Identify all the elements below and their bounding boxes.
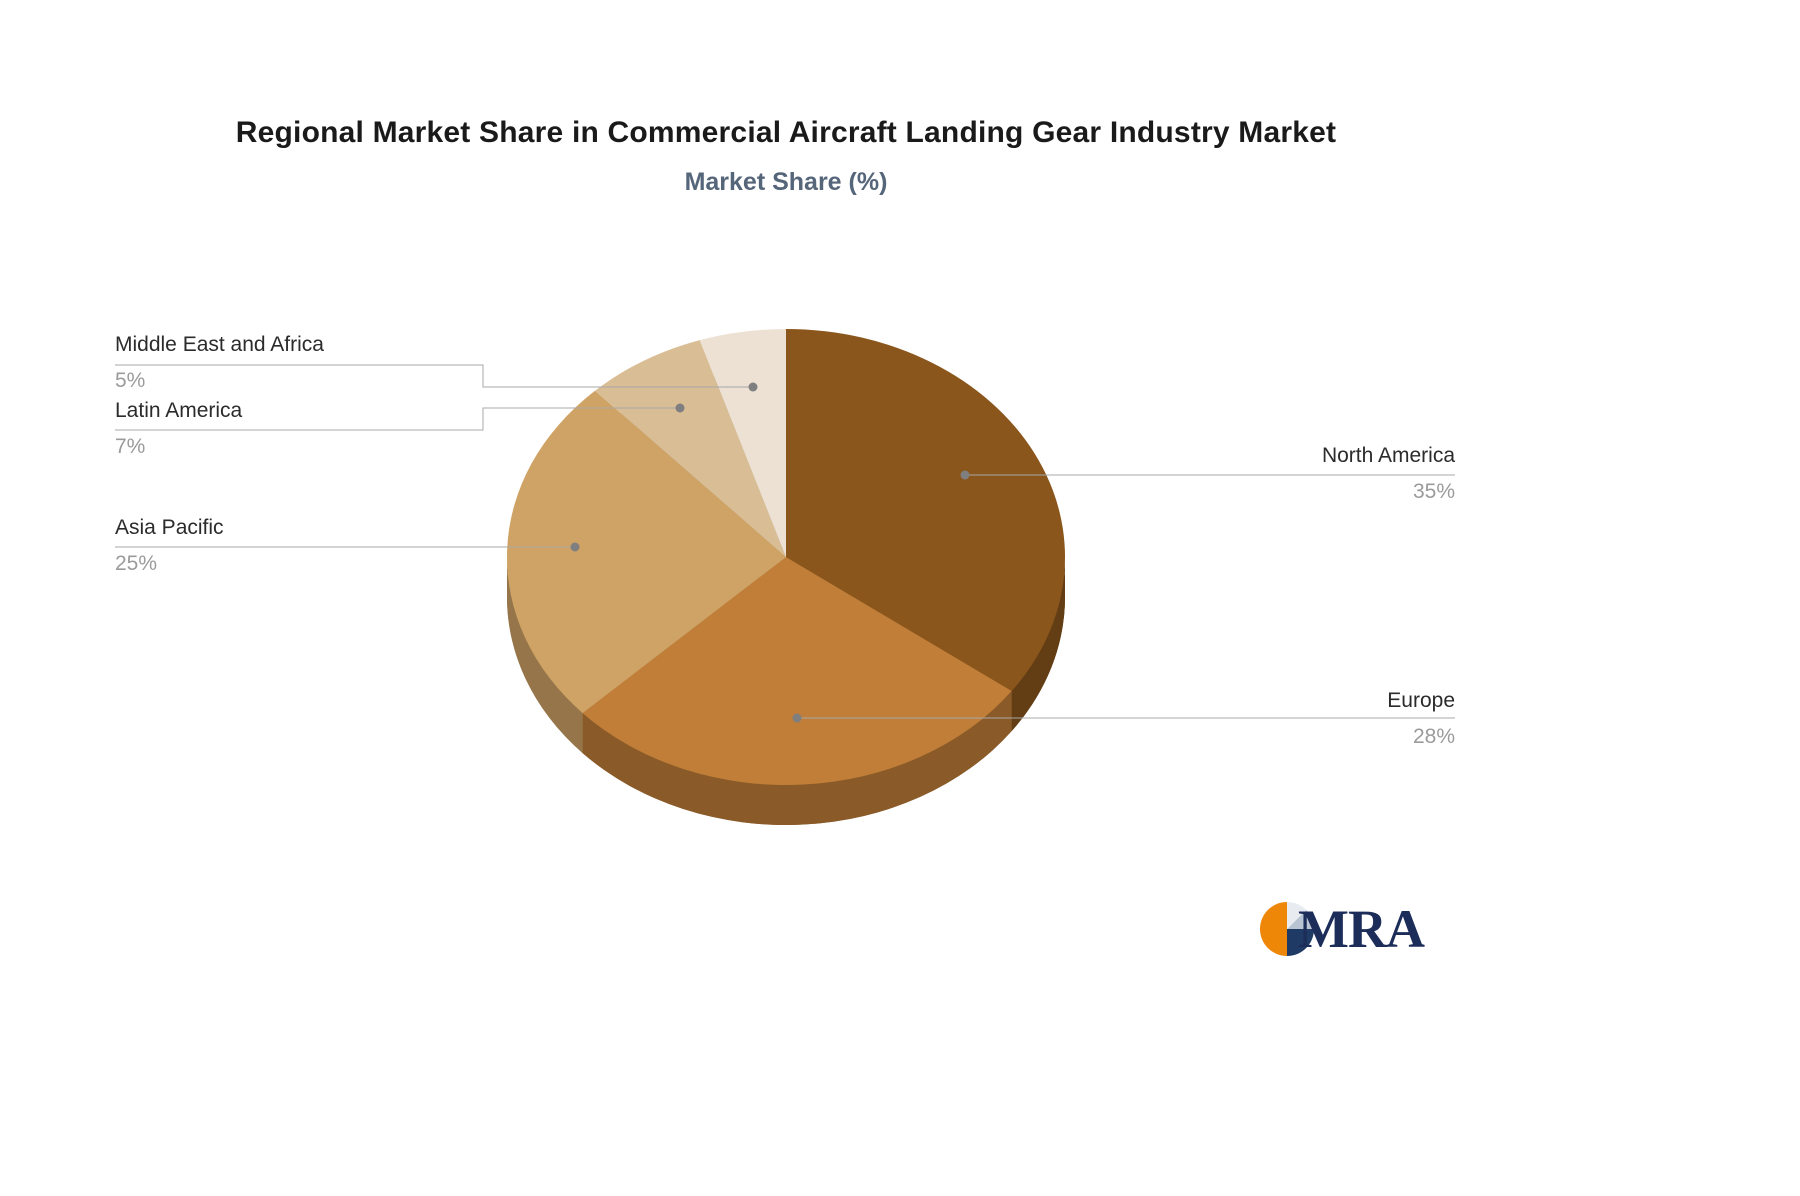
- leader-dot-asia-pacific: [570, 542, 580, 552]
- pie-slice-side-north-america: [1011, 557, 1065, 732]
- slice-value-latin-america: 7%: [115, 435, 146, 458]
- slice-label-middle-east-and-africa: Middle East and Africa: [115, 333, 324, 356]
- slice-value-asia-pacific: 25%: [115, 552, 158, 575]
- callout-middle-east-and-africa: Middle East and Africa 5%: [115, 334, 324, 391]
- slice-label-asia-pacific: Asia Pacific: [115, 516, 224, 539]
- callout-europe: Europe 28%: [1387, 690, 1455, 747]
- slice-value-middle-east-and-africa: 5%: [115, 369, 146, 392]
- slice-label-europe: Europe: [1387, 689, 1455, 712]
- leader-line-latin-america: [115, 407, 680, 431]
- mra-logo-pie-icon: [1260, 902, 1314, 956]
- callout-latin-america: Latin America 7%: [115, 400, 242, 457]
- leader-dot-latin-america: [675, 403, 685, 413]
- slice-label-latin-america: Latin America: [115, 399, 243, 422]
- leader-line-middle-east-and-africa: [115, 364, 753, 388]
- slice-value-europe: 28%: [1412, 725, 1455, 748]
- leader-dot-europe: [792, 713, 802, 723]
- chart-title: Regional Market Share in Commercial Airc…: [235, 116, 1337, 149]
- pie-slice-side-europe: [582, 691, 1012, 826]
- mra-logo-text: MRA: [1298, 899, 1425, 959]
- pie-slice-side-asia-pacific: [507, 557, 583, 754]
- pie-slice-asia-pacific: [507, 390, 786, 714]
- pie-slice-north-america: [786, 329, 1066, 692]
- pie-slice-europe: [582, 557, 1012, 786]
- slice-value-north-america: 35%: [1412, 480, 1455, 503]
- mra-logo: MRA: [1260, 898, 1425, 960]
- callout-north-america: North America 35%: [1322, 445, 1455, 502]
- slice-label-north-america: North America: [1321, 444, 1455, 467]
- callout-asia-pacific: Asia Pacific 25%: [115, 517, 224, 574]
- leader-dot-middle-east-and-africa: [748, 382, 758, 392]
- pie-slice-middle-east-and-africa: [699, 329, 786, 557]
- pie-slice-latin-america: [595, 340, 786, 557]
- chart-subtitle: Market Share (%): [684, 168, 888, 196]
- leader-dot-north-america: [960, 470, 970, 480]
